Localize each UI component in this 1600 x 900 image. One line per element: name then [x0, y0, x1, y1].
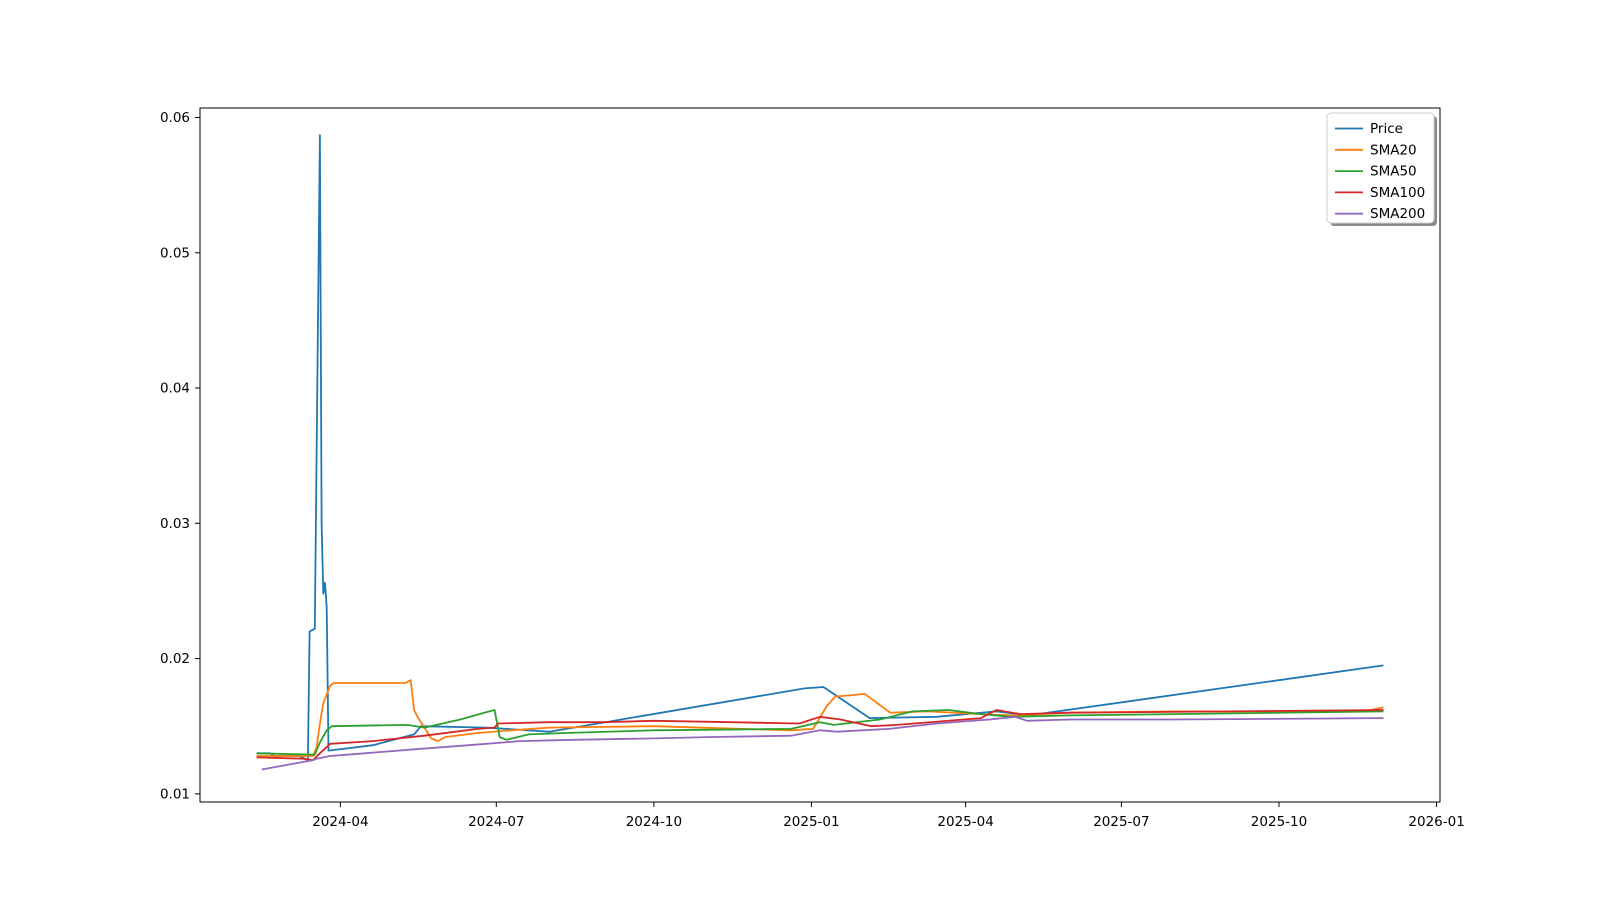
x-tick-label: 2025-07 — [1093, 814, 1149, 830]
legend-label-sma50: SMA50 — [1370, 164, 1417, 180]
y-tick-label: 0.04 — [160, 381, 190, 397]
legend-box — [1326, 112, 1435, 224]
y-tick-label: 0.02 — [160, 651, 190, 667]
y-axis-ticks: 0.01 0.02 0.03 0.04 0.05 0.06 — [160, 110, 200, 802]
y-tick-label: 0.05 — [160, 245, 190, 261]
legend-item: SMA100 — [1335, 185, 1425, 201]
x-axis-ticks: 2024-04 2024-07 2024-10 2025-01 2025-04 2025-… — [312, 802, 1465, 830]
plot-frame — [199, 107, 1441, 803]
x-tick-label: 2024-10 — [626, 814, 682, 830]
series-group — [256, 134, 1384, 771]
x-tick-label: 2024-07 — [468, 814, 524, 830]
y-tick-label: 0.06 — [160, 110, 190, 126]
legend-item: Price — [1335, 121, 1403, 137]
legend-item: SMA50 — [1335, 164, 1417, 180]
x-tick-label: 2025-01 — [783, 814, 839, 830]
legend-label-sma20: SMA20 — [1370, 142, 1417, 158]
y-tick-label: 0.01 — [160, 786, 190, 802]
x-tick-label: 2026-01 — [1408, 814, 1464, 830]
x-tick-label: 2025-10 — [1251, 814, 1307, 830]
series-line-sma200 — [261, 715, 1384, 771]
legend-label-sma100: SMA100 — [1370, 185, 1425, 201]
plot-background — [200, 108, 1440, 802]
x-tick-label: 2025-04 — [937, 814, 993, 830]
axes-frame — [199, 107, 1441, 803]
x-tick-label: 2024-04 — [312, 814, 368, 830]
legend: Price SMA20 SMA50 SMA100 SMA200 — [1326, 112, 1437, 226]
legend-item: SMA200 — [1335, 206, 1425, 222]
series-line-sma50 — [256, 709, 1384, 756]
series-line-sma100 — [256, 709, 1384, 761]
legend-item: SMA20 — [1335, 142, 1417, 158]
plot-area — [200, 108, 1440, 802]
legend-label-sma200: SMA200 — [1370, 206, 1425, 222]
legend-label-price: Price — [1370, 121, 1403, 137]
y-tick-label: 0.03 — [160, 516, 190, 532]
